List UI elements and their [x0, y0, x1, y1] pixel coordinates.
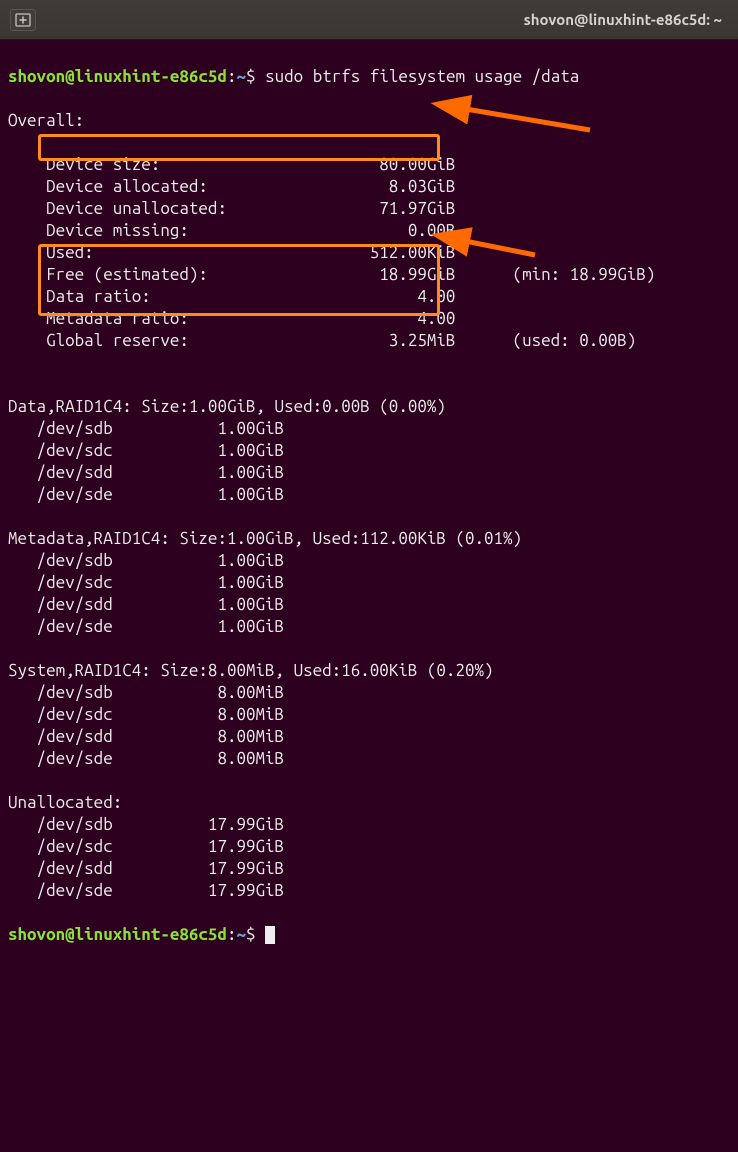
device-row: /dev/sdd 1.00GiB: [8, 594, 730, 616]
device-row: /dev/sdc 1.00GiB: [8, 572, 730, 594]
section-header: Metadata,RAID1C4: Size:1.00GiB, Used:112…: [8, 528, 730, 550]
section-header: System,RAID1C4: Size:8.00MiB, Used:16.00…: [8, 660, 730, 682]
prompt-user-host: shovon@linuxhint-e86c5d: [8, 67, 227, 86]
prompt-user-host: shovon@linuxhint-e86c5d: [8, 925, 227, 944]
device-row: /dev/sdb 1.00GiB: [8, 550, 730, 572]
overall-row: Free (estimated): 18.99GiB (min: 18.99Gi…: [8, 264, 730, 286]
device-row: /dev/sdc 1.00GiB: [8, 440, 730, 462]
device-row: /dev/sde 17.99GiB: [8, 880, 730, 902]
device-row: /dev/sde 8.00MiB: [8, 748, 730, 770]
prompt-sigil: $: [246, 67, 256, 86]
device-row: /dev/sdc 17.99GiB: [8, 836, 730, 858]
section-header: Data,RAID1C4: Size:1.00GiB, Used:0.00B (…: [8, 396, 730, 418]
blank-line: [8, 638, 730, 660]
blank-line: [8, 770, 730, 792]
cursor: [265, 926, 275, 944]
overall-label: Overall:: [8, 110, 730, 132]
device-row: /dev/sde 1.00GiB: [8, 484, 730, 506]
device-row: /dev/sdb 1.00GiB: [8, 418, 730, 440]
overall-row: Device missing: 0.00B: [8, 220, 730, 242]
titlebar: shovon@linuxhint-e86c5d: ~: [0, 0, 738, 40]
overall-row: Device unallocated: 71.97GiB: [8, 198, 730, 220]
device-row: /dev/sdb 17.99GiB: [8, 814, 730, 836]
overall-row: Metadata ratio: 4.00: [8, 308, 730, 330]
overall-row: Device allocated: 8.03GiB: [8, 176, 730, 198]
command-text: sudo btrfs filesystem usage /data: [265, 67, 579, 86]
prompt-path: ~: [237, 67, 247, 86]
device-row: /dev/sdd 1.00GiB: [8, 462, 730, 484]
overall-row: Used: 512.00KiB: [8, 242, 730, 264]
prompt-separator: :: [227, 925, 237, 944]
prompt-separator: :: [227, 67, 237, 86]
overall-row: Data ratio: 4.00: [8, 286, 730, 308]
blank-line: [8, 506, 730, 528]
new-tab-icon[interactable]: [10, 9, 36, 31]
window-title: shovon@linuxhint-e86c5d: ~: [36, 9, 728, 31]
prompt-path: ~: [237, 925, 247, 944]
device-row: /dev/sdd 8.00MiB: [8, 726, 730, 748]
device-row: /dev/sdb 8.00MiB: [8, 682, 730, 704]
overall-row: Device size: 80.00GiB: [8, 154, 730, 176]
prompt-sigil: $: [246, 925, 256, 944]
terminal-output[interactable]: shovon@linuxhint-e86c5d:~$ sudo btrfs fi…: [0, 40, 738, 1152]
device-row: /dev/sdd 17.99GiB: [8, 858, 730, 880]
blank-line: [8, 374, 730, 396]
device-row: /dev/sde 1.00GiB: [8, 616, 730, 638]
section-header: Unallocated:: [8, 792, 730, 814]
overall-row: Global reserve: 3.25MiB (used: 0.00B): [8, 330, 730, 352]
device-row: /dev/sdc 8.00MiB: [8, 704, 730, 726]
